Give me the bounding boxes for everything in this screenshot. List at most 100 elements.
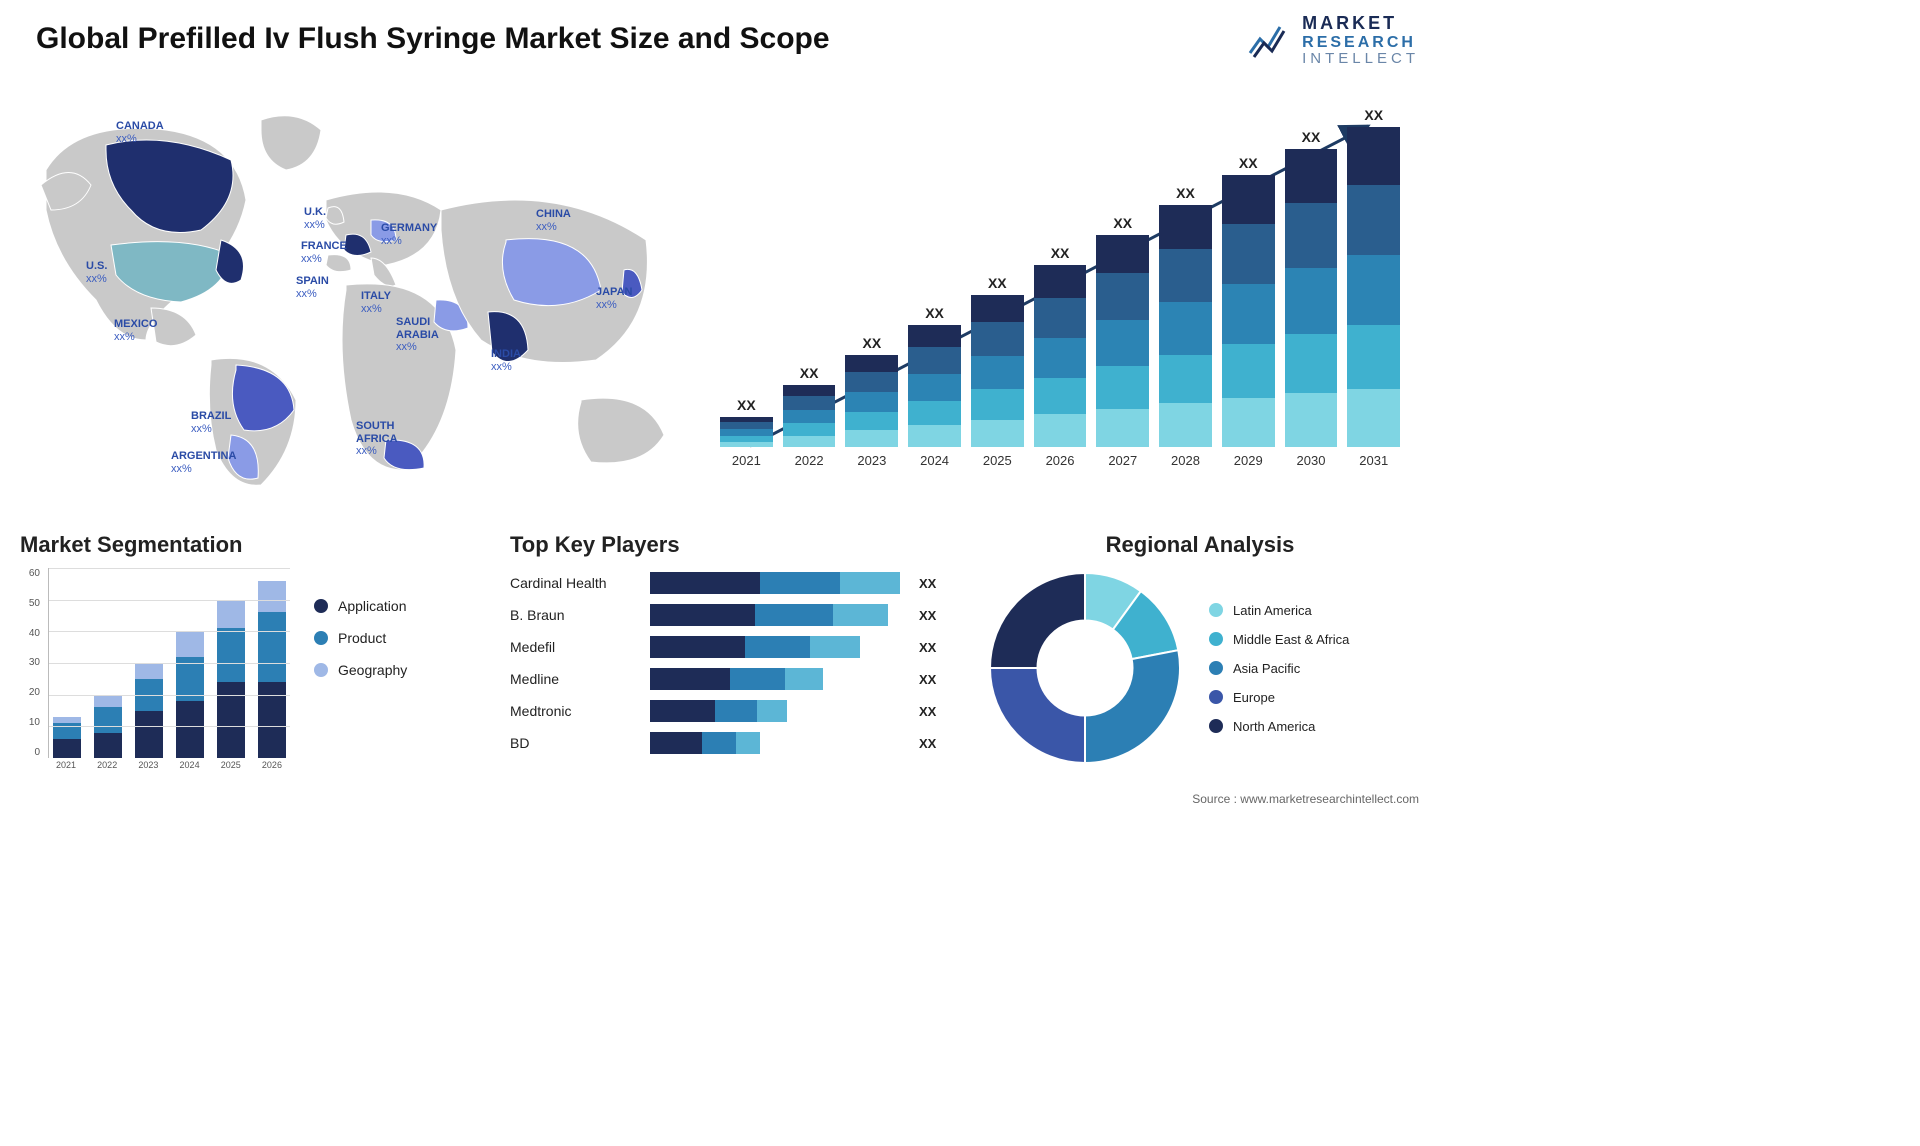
growth-bar-2028: XX 2028 [1159,185,1212,468]
growth-year-label: 2027 [1108,453,1137,468]
player-value: XX [919,608,955,623]
seg-bar-2025 [217,600,245,758]
growth-value-label: XX [800,365,819,381]
growth-value-label: XX [862,335,881,351]
player-row: Medefil XX [510,632,955,662]
player-value: XX [919,736,955,751]
segmentation-title: Market Segmentation [20,532,480,558]
growth-bar-2021: XX 2021 [720,397,773,468]
region-legend-item: North America [1209,719,1349,734]
player-row: BD XX [510,728,955,758]
growth-value-label: XX [737,397,756,413]
growth-year-label: 2022 [795,453,824,468]
logo-line-1: MARKET [1302,14,1419,34]
growth-year-label: 2026 [1046,453,1075,468]
growth-bar-2022: XX 2022 [783,365,836,468]
map-label-mexico: MEXICOxx% [114,318,157,343]
growth-bar-2029: XX 2029 [1222,155,1275,468]
donut-slice [990,573,1085,668]
player-value: XX [919,640,955,655]
map-label-japan: JAPANxx% [596,286,632,311]
market-growth-chart: XX 2021 XX 2022 XX 2023 XX 2024 XX 2025 XX 2026 XX 20… [720,90,1400,490]
growth-bar-2025: XX 2025 [971,275,1024,468]
player-value: XX [919,672,955,687]
growth-year-label: 2031 [1359,453,1388,468]
growth-value-label: XX [1239,155,1258,171]
player-value: XX [919,704,955,719]
growth-bar-2030: XX 2030 [1285,129,1338,468]
regional-donut [985,568,1185,768]
map-label-italy: ITALYxx% [361,290,391,315]
player-name: Medtronic [510,703,640,719]
growth-bar-2031: XX 2031 [1347,107,1400,468]
growth-year-label: 2030 [1297,453,1326,468]
seg-legend-item: Product [314,630,407,646]
regional-legend: Latin America Middle East & Africa Asia Pa… [1209,603,1349,734]
donut-slice [990,668,1085,763]
region-legend-item: Europe [1209,690,1349,705]
players-title: Top Key Players [510,532,955,558]
logo-line-3: INTELLECT [1302,51,1419,68]
seg-bar-2023 [135,663,163,758]
player-row: B. Braun XX [510,600,955,630]
player-name: Medline [510,671,640,687]
regional-title: Regional Analysis [985,532,1415,558]
seg-legend-item: Geography [314,662,407,678]
growth-value-label: XX [1176,185,1195,201]
growth-bar-2023: XX 2023 [845,335,898,468]
growth-value-label: XX [925,305,944,321]
growth-year-label: 2028 [1171,453,1200,468]
growth-year-label: 2024 [920,453,949,468]
seg-bar-2021 [53,717,81,758]
player-name: BD [510,735,640,751]
map-label-india: INDIAxx% [491,348,521,373]
player-name: B. Braun [510,607,640,623]
growth-value-label: XX [988,275,1007,291]
page-title: Global Prefilled Iv Flush Syringe Market… [36,22,830,56]
map-label-uk: U.K.xx% [304,206,326,231]
player-row: Medtronic XX [510,696,955,726]
player-name: Medefil [510,639,640,655]
seg-legend-item: Application [314,598,407,614]
player-name: Cardinal Health [510,575,640,591]
player-value: XX [919,576,955,591]
map-label-spain: SPAINxx% [296,275,329,300]
map-label-china: CHINAxx% [536,208,571,233]
region-legend-item: Middle East & Africa [1209,632,1349,647]
map-label-france: FRANCExx% [301,240,347,265]
region-legend-item: Asia Pacific [1209,661,1349,676]
map-label-saudi: SAUDIARABIAxx% [396,316,439,354]
map-label-us: U.S.xx% [86,260,107,285]
seg-bar-2026 [258,581,286,758]
growth-year-label: 2025 [983,453,1012,468]
market-segmentation-panel: Market Segmentation 6050403020100 202120… [20,532,480,788]
growth-value-label: XX [1302,129,1321,145]
growth-bar-2026: XX 2026 [1034,245,1087,468]
map-label-safrica: SOUTHAFRICAxx% [356,420,398,458]
key-players-panel: Top Key Players Cardinal HealthXXB. Brau… [510,532,955,788]
growth-year-label: 2023 [857,453,886,468]
growth-value-label: XX [1364,107,1383,123]
growth-bar-2027: XX 2027 [1096,215,1149,468]
logo-icon [1248,19,1292,63]
map-label-argentina: ARGENTINAxx% [171,450,236,475]
growth-value-label: XX [1051,245,1070,261]
player-row: Cardinal Health XX [510,568,955,598]
growth-bar-2024: XX 2024 [908,305,961,468]
map-label-germany: GERMANYxx% [381,222,437,247]
brand-logo: MARKET RESEARCH INTELLECT [1248,14,1419,68]
regional-analysis-panel: Regional Analysis Latin America Middle Ea… [985,532,1415,788]
donut-slice [1085,650,1180,763]
region-legend-item: Latin America [1209,603,1349,618]
map-label-canada: CANADAxx% [116,120,164,145]
map-label-brazil: BRAZILxx% [191,410,231,435]
logo-line-2: RESEARCH [1302,34,1419,52]
player-row: Medline XX [510,664,955,694]
world-map-panel: CANADAxx% U.S.xx% MEXICOxx% BRAZILxx% ARGENT… [36,90,676,490]
source-attribution: Source : www.marketresearchintellect.com [1192,792,1419,806]
growth-year-label: 2029 [1234,453,1263,468]
growth-value-label: XX [1113,215,1132,231]
segmentation-legend: Application Product Geography [314,568,407,678]
growth-year-label: 2021 [732,453,761,468]
segmentation-chart: 6050403020100 202120222023202420252026 [20,568,290,778]
